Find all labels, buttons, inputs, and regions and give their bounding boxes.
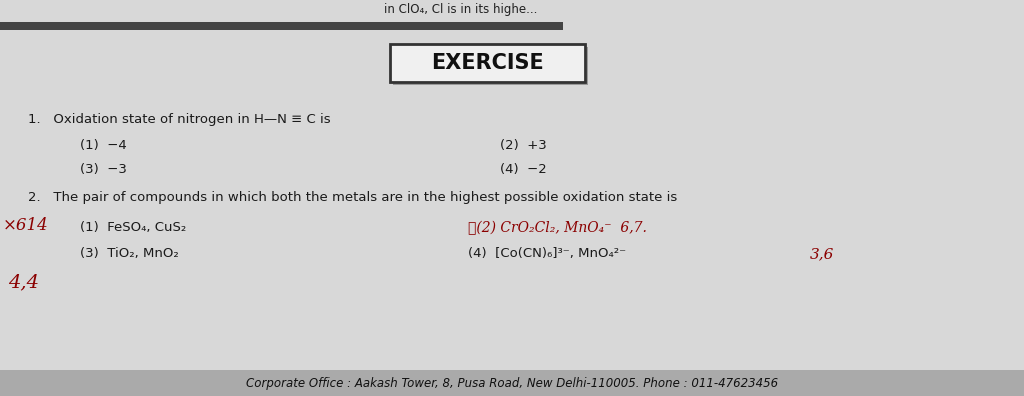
Bar — [0, 22, 563, 30]
Text: (4)  [Co(CN)₆]³⁻, MnO₄²⁻: (4) [Co(CN)₆]³⁻, MnO₄²⁻ — [468, 248, 626, 261]
Text: ✓(2) CrO₂Cl₂, MnO₄⁻  6,7.: ✓(2) CrO₂Cl₂, MnO₄⁻ 6,7. — [468, 221, 647, 235]
Text: in ClO₄, Cl is in its highe...: in ClO₄, Cl is in its highe... — [384, 4, 538, 17]
Bar — [0, 370, 1024, 396]
Text: (4)  −2: (4) −2 — [500, 164, 547, 177]
Text: (3)  −3: (3) −3 — [80, 164, 127, 177]
Bar — [390, 44, 585, 82]
Text: (2)  +3: (2) +3 — [500, 139, 547, 152]
Text: 4,4: 4,4 — [8, 273, 39, 291]
Text: 3,6: 3,6 — [810, 247, 835, 261]
Text: Corporate Office : Aakash Tower, 8, Pusa Road, New Delhi-110005. Phone : 011-476: Corporate Office : Aakash Tower, 8, Pusa… — [246, 377, 778, 390]
Text: (1)  FeSO₄, CuS₂: (1) FeSO₄, CuS₂ — [80, 221, 186, 234]
Text: (3)  TiO₂, MnO₂: (3) TiO₂, MnO₂ — [80, 248, 179, 261]
Text: EXERCISE: EXERCISE — [431, 53, 544, 73]
Bar — [393, 47, 588, 85]
Text: 2.   The pair of compounds in which both the metals are in the highest possible : 2. The pair of compounds in which both t… — [28, 192, 677, 204]
Text: ×614: ×614 — [3, 217, 49, 234]
Text: 1.   Oxidation state of nitrogen in H—N ≡ C is: 1. Oxidation state of nitrogen in H—N ≡ … — [28, 114, 331, 126]
Text: (1)  −4: (1) −4 — [80, 139, 127, 152]
